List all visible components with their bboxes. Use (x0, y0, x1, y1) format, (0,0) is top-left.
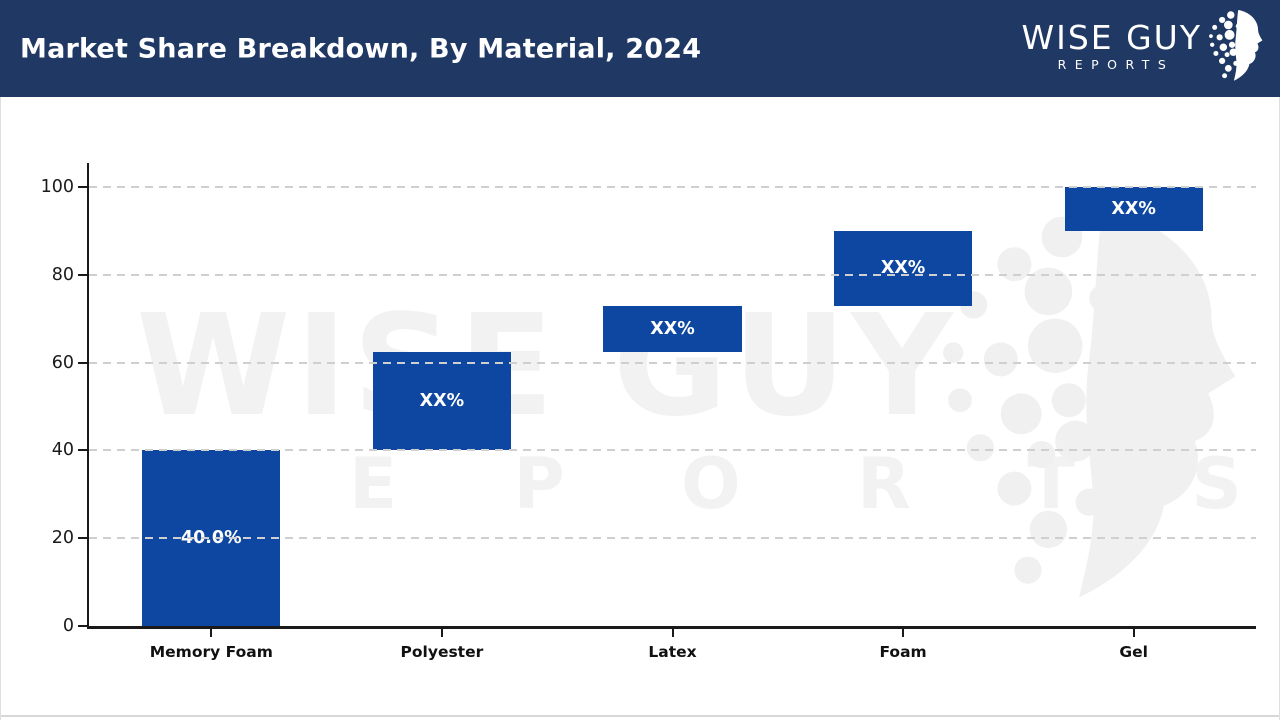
gridline-80 (89, 273, 1256, 276)
y-axis-tick (78, 625, 87, 627)
y-axis-tick (78, 186, 87, 189)
x-axis-tick (1132, 629, 1135, 637)
x-axis-category-label: Polyester (400, 643, 484, 661)
bottom-divider (1, 715, 1279, 717)
y-axis-tick-label: 80 (51, 264, 74, 285)
bar-value-label: XX% (1111, 199, 1156, 220)
x-axis-category-label: Foam (879, 643, 927, 661)
bar-latex: XX% (603, 305, 742, 352)
bar-value-label: XX% (880, 258, 926, 279)
logo-subtext: REPORTS (1057, 57, 1175, 73)
gridline-60 (89, 361, 1256, 364)
logo: WISE GUY REPORTS (1021, 8, 1268, 84)
watermark-wordmark: WISE GUY (136, 285, 958, 448)
bar-value-label: XX% (650, 318, 695, 339)
x-axis-category-label: Gel (1119, 643, 1148, 661)
dotted-head-profile-icon (1209, 10, 1263, 81)
gridline-40 (89, 449, 1256, 452)
header: Market Share Breakdown, By Material, 202… (0, 0, 1280, 97)
gridline-20 (89, 537, 1256, 540)
y-axis-tick-label: 40 (51, 440, 74, 461)
x-axis-category-label: Latex (648, 643, 697, 661)
y-axis-line (87, 163, 89, 626)
plot-area: 0 20 40 60 80 100 40.0% Memory Foam XX% Polyester… (41, 163, 1256, 661)
x-axis-tick (902, 629, 905, 637)
page-title: Market Share Breakdown, By Material, 202… (20, 33, 702, 64)
logo-text: WISE GUY REPORTS (1021, 17, 1202, 73)
x-axis-tick (440, 629, 443, 637)
x-axis-line (87, 626, 1256, 629)
y-axis-tick-label: 20 (51, 528, 74, 549)
y-axis-tick-label: 0 (62, 616, 74, 636)
bar-gel: XX% (1064, 187, 1203, 232)
y-axis-tick (78, 273, 87, 276)
bar-polyester: XX% (372, 351, 512, 451)
y-axis-tick-label: 60 (51, 352, 74, 373)
x-axis-tick (210, 629, 213, 637)
gridline-100 (89, 186, 1256, 189)
watermark-subtext: R E P O R T S (179, 443, 1280, 525)
y-axis-tick-label: 100 (40, 177, 74, 198)
logo-wordmark: WISE GUY (1021, 17, 1202, 57)
y-axis-tick (78, 361, 87, 364)
bar-foam: XX% (833, 231, 973, 306)
y-axis-tick (78, 449, 87, 452)
y-axis-tick (78, 537, 87, 540)
bar-value-label: XX% (419, 391, 465, 412)
x-axis-category-label: Memory Foam (149, 643, 273, 661)
x-axis-tick (671, 629, 674, 637)
chart-area: WISE GUY R E P O R T S 0 20 40 60 80 100 40.0%… (0, 97, 1280, 720)
